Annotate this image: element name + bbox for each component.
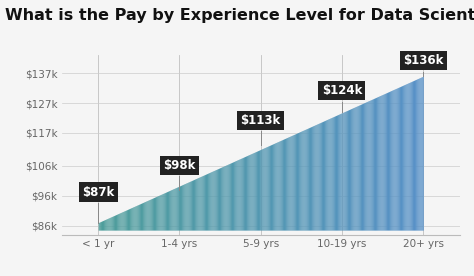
Text: What is the Pay by Experience Level for Data Scientists?: What is the Pay by Experience Level for … [5, 8, 474, 23]
Text: $113k: $113k [241, 114, 281, 127]
Text: $87k: $87k [82, 186, 114, 199]
Text: $136k: $136k [403, 54, 443, 67]
Text: $124k: $124k [322, 84, 362, 97]
Text: $98k: $98k [163, 159, 196, 172]
